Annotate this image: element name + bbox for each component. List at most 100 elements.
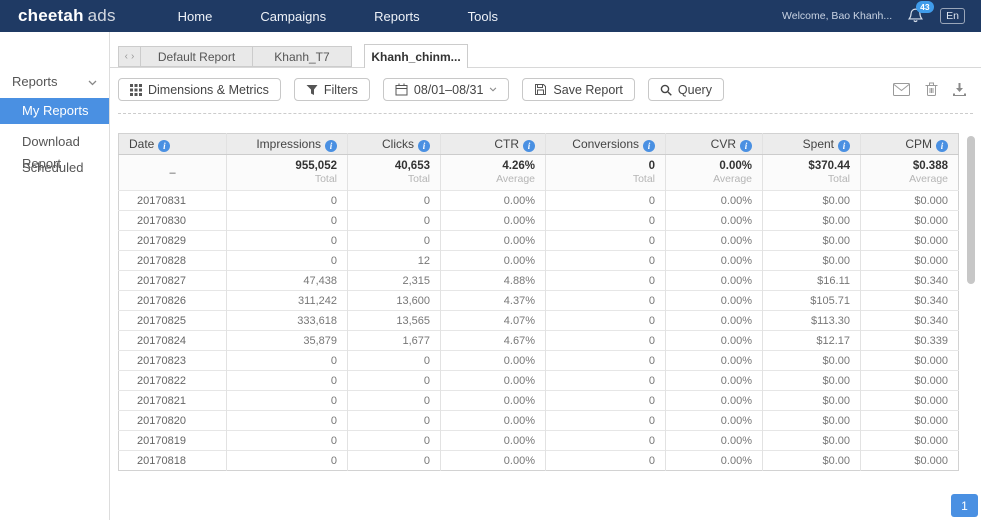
nav-item-home[interactable]: Home (177, 8, 213, 24)
cell-value: 4.37% (440, 290, 546, 311)
cell-date: 20170830 (137, 214, 186, 227)
cell-value: $0.000 (860, 370, 959, 391)
totals-row: – 955,052 Total 40,653 Total 4.26% Average … (118, 154, 959, 191)
table-row: 20170828 0 12 0.00% 0 0.00% $0.00 $0.000 (118, 250, 959, 271)
column-header-ctr[interactable]: CTR i (440, 133, 546, 155)
info-icon[interactable]: i (740, 139, 752, 152)
totals-ctr: 4.26% Average (440, 154, 546, 191)
info-icon[interactable]: i (838, 139, 850, 152)
tab-default-report[interactable]: Default Report (140, 46, 253, 67)
tab-khanh-t7[interactable]: Khanh_T7 (252, 46, 352, 67)
cell-value: 0.00% (440, 390, 546, 411)
cell-value: 0 (347, 390, 441, 411)
tab-scroll-arrows[interactable]: ‹ › (118, 46, 141, 67)
cell-date: 20170826 (137, 294, 186, 307)
pagination-page-1-button[interactable]: 1 (951, 494, 978, 517)
filters-label: Filters (323, 82, 358, 97)
cell-date: 20170820 (137, 414, 186, 427)
cell-value: 0 (226, 350, 348, 371)
save-report-button[interactable]: Save Report (522, 78, 635, 101)
navbar-right: Welcome, Bao Khanh... 43 En (782, 1, 965, 25)
vertical-scrollbar[interactable] (967, 136, 975, 284)
dimensions-metrics-button[interactable]: Dimensions & Metrics (118, 78, 281, 101)
info-icon[interactable]: i (936, 139, 948, 152)
chevron-down-icon (88, 74, 97, 89)
column-header-spent[interactable]: Spent i (762, 133, 861, 155)
tab-scroll-right-icon[interactable]: › (131, 51, 135, 62)
cell-value: 0.00% (665, 230, 763, 251)
cell-value: 0 (545, 290, 666, 311)
language-selector[interactable]: En (940, 8, 965, 24)
column-header-conversions[interactable]: Conversions i (545, 133, 666, 155)
cell-value: $0.000 (860, 450, 959, 471)
info-icon[interactable]: i (523, 139, 535, 152)
date-range-button[interactable]: 08/01–08/31 (382, 78, 510, 101)
cell-date: 20170823 (137, 354, 186, 367)
cell-value: 1,677 (347, 330, 441, 351)
info-icon[interactable]: i (158, 139, 171, 152)
tab-khanh-chinm-active[interactable]: Khanh_chinm... (364, 44, 468, 68)
nav-item-campaigns[interactable]: Campaigns (260, 8, 327, 24)
cell-value: 0 (226, 370, 348, 391)
cell-value: 0 (226, 430, 348, 451)
totals-spent: $370.44 Total (762, 154, 861, 191)
totals-cvr: 0.00% Average (665, 154, 763, 191)
info-icon[interactable]: i (418, 139, 430, 152)
column-header-cpm[interactable]: CPM i (860, 133, 959, 155)
search-icon (660, 84, 672, 96)
chevron-down-icon (490, 87, 497, 92)
cell-value: 0 (545, 370, 666, 391)
download-report-button[interactable] (953, 82, 966, 96)
cell-value: 0 (347, 410, 441, 431)
cell-value: $0.000 (860, 350, 959, 371)
sidebar-item-download-report[interactable]: Download Report (22, 134, 80, 171)
info-icon[interactable]: i (643, 139, 655, 152)
table-header-row: Date i Impressions i Clicks i CTR i Conversi… (118, 133, 959, 155)
table-row: 20170824 35,879 1,677 4.67% 0 0.00% $12.17 $0.3… (118, 330, 959, 351)
cell-value: $113.30 (762, 310, 861, 331)
notifications-button[interactable]: 43 (907, 1, 934, 25)
cell-value: 0 (347, 370, 441, 391)
cell-value: 0 (545, 410, 666, 431)
table-row: 20170831 0 0 0.00% 0 0.00% $0.00 $0.000 (118, 190, 959, 211)
query-button[interactable]: Query (647, 78, 724, 101)
cell-value: $0.000 (860, 230, 959, 251)
table-row: 20170827 47,438 2,315 4.88% 0 0.00% $16.11 $0.3… (118, 270, 959, 291)
welcome-text[interactable]: Welcome, Bao Khanh... (782, 10, 893, 22)
cell-date: 20170824 (137, 334, 186, 347)
sidebar-item-scheduled[interactable]: Scheduled (22, 160, 84, 175)
table-row: 20170823 0 0 0.00% 0 0.00% $0.00 $0.000 (118, 350, 959, 371)
cell-date: 20170821 (137, 394, 186, 407)
sidebar-section-reports[interactable]: Reports (0, 74, 109, 89)
column-header-cvr[interactable]: CVR i (665, 133, 763, 155)
sidebar: Reports My Reports Download Report Sched… (0, 32, 110, 520)
cell-value: $0.00 (762, 390, 861, 411)
sidebar-item-my-reports[interactable]: My Reports (0, 98, 109, 124)
nav-item-tools[interactable]: Tools (467, 8, 499, 24)
top-navbar: cheetah ads Home Campaigns Reports Tools … (0, 0, 981, 32)
logo-light: ads (87, 6, 116, 25)
cell-value: 0.00% (665, 390, 763, 411)
table-row: 20170829 0 0 0.00% 0 0.00% $0.00 $0.000 (118, 230, 959, 251)
nav-item-reports[interactable]: Reports (374, 8, 420, 24)
column-header-impressions[interactable]: Impressions i (226, 133, 348, 155)
date-range-label: 08/01–08/31 (413, 82, 484, 97)
column-header-clicks[interactable]: Clicks i (347, 133, 441, 155)
cell-date: 20170827 (137, 274, 186, 287)
brand-logo[interactable]: cheetah ads (18, 6, 116, 26)
email-report-button[interactable] (893, 82, 910, 96)
totals-cpm: $0.388 Average (860, 154, 959, 191)
cell-value: $0.00 (762, 430, 861, 451)
cell-value: 0.00% (440, 230, 546, 251)
column-header-date[interactable]: Date i (118, 133, 227, 155)
filters-button[interactable]: Filters (293, 78, 370, 101)
download-icon (953, 82, 966, 96)
tab-scroll-left-icon[interactable]: ‹ (124, 51, 128, 62)
cell-date: 20170822 (137, 374, 186, 387)
cell-value: 0 (226, 190, 348, 211)
cell-value: $0.00 (762, 250, 861, 271)
cell-value: 12 (347, 250, 441, 271)
table-row: 20170818 0 0 0.00% 0 0.00% $0.00 $0.000 (118, 450, 959, 471)
delete-report-button[interactable] (925, 82, 938, 96)
info-icon[interactable]: i (325, 139, 337, 152)
